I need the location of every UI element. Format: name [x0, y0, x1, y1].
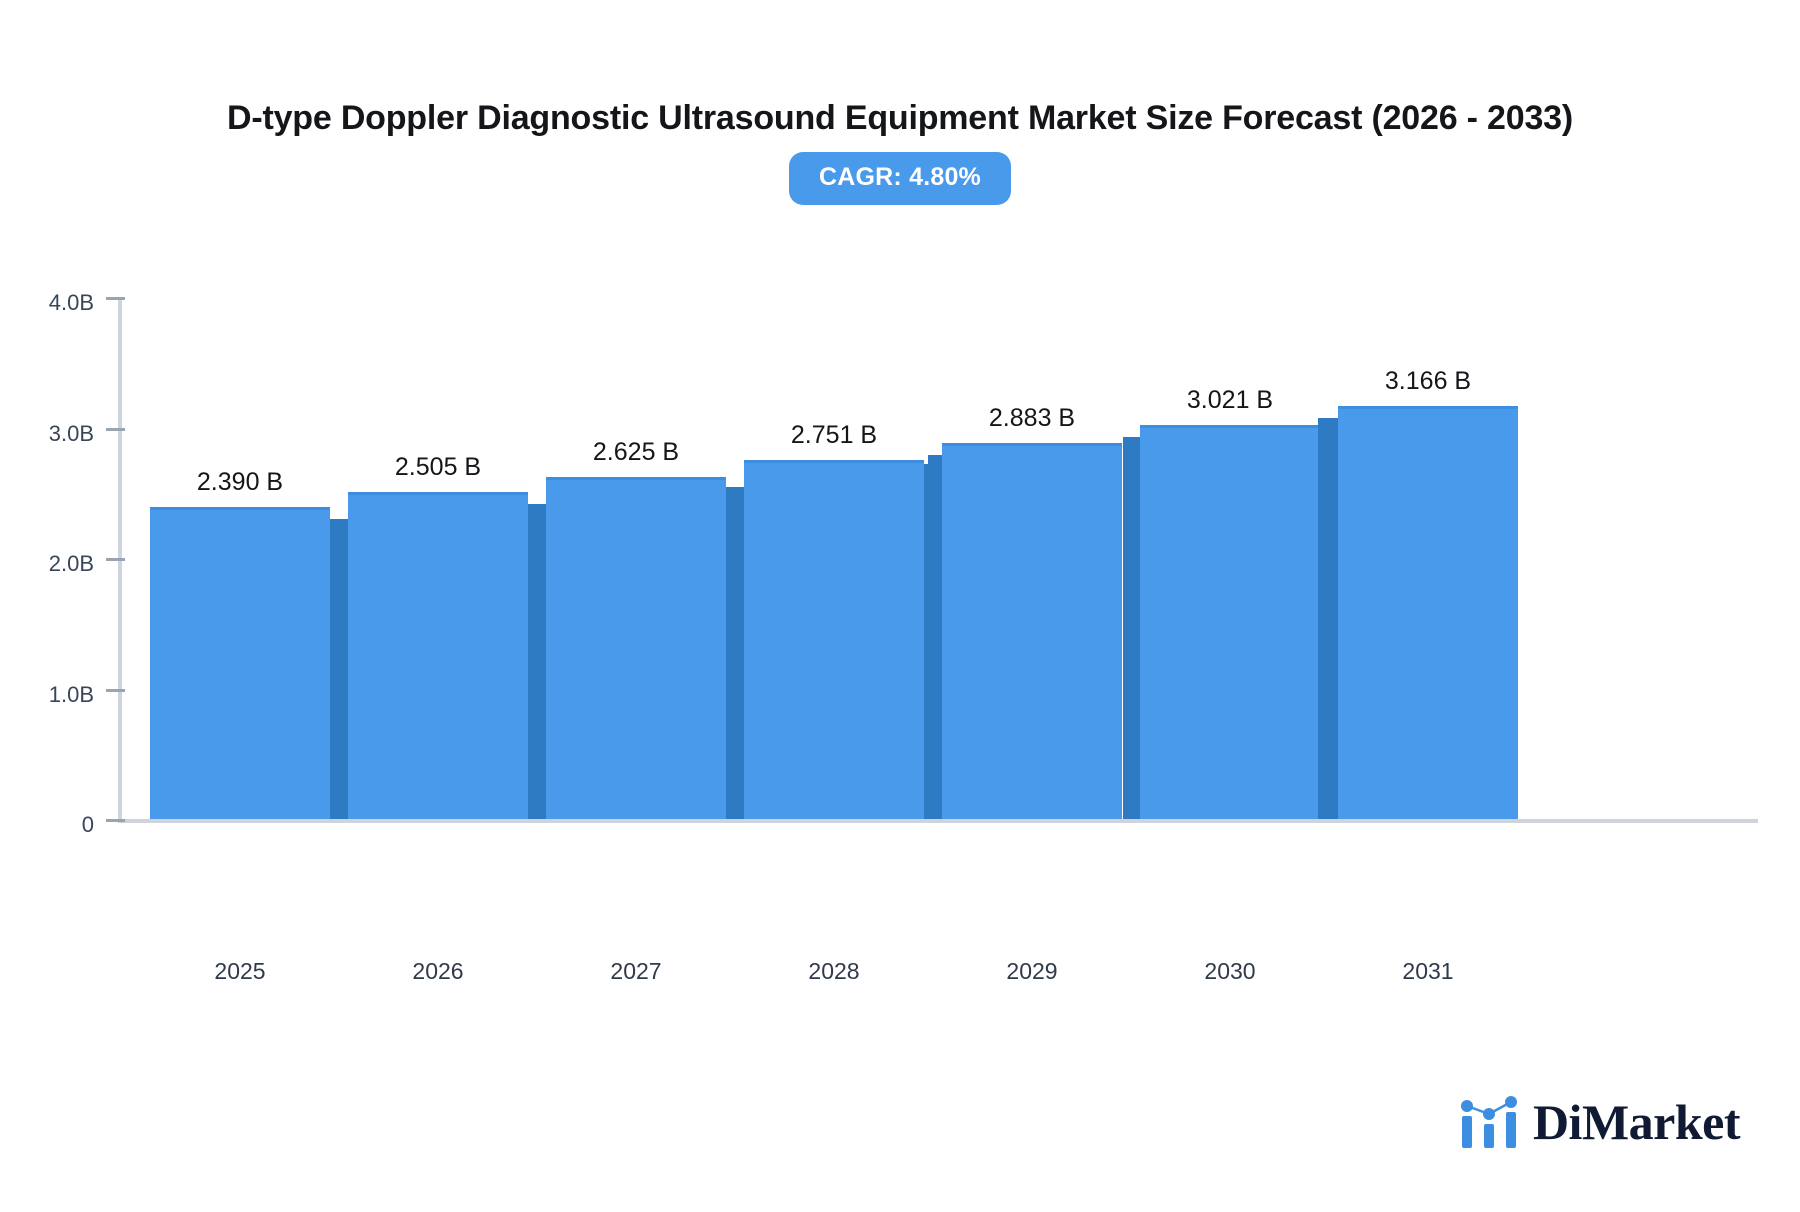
- bar-value-label-2029: 2.883 B: [988, 404, 1076, 432]
- bar-value-label-2026: 2.505 B: [394, 453, 482, 481]
- bar-value-label-2031: 3.166 B: [1384, 367, 1472, 395]
- y-tick-label-0: 0: [81, 812, 94, 837]
- x-tick-label-2027: 2027: [610, 958, 662, 984]
- y-tick-label-2: 2.0B: [48, 551, 94, 576]
- bar-2028[interactable]: [744, 460, 932, 819]
- bar-side-2027: [726, 487, 744, 819]
- x-tick-label-2029: 2029: [1006, 958, 1058, 984]
- y-tick-dash-3: [106, 428, 125, 431]
- x-tick-label-2030: 2030: [1204, 958, 1256, 984]
- logo-wordmark: DiMarket: [1532, 1094, 1741, 1150]
- bar-value-label-2028: 2.751 B: [790, 421, 878, 449]
- x-tick-label-2028: 2028: [808, 958, 860, 984]
- bar-side-cap-2025: [330, 519, 348, 819]
- bar-side-2026: [528, 504, 546, 819]
- bar-2030[interactable]: [1123, 425, 1320, 819]
- cagr-status-badge: CAGR: 4.80%: [789, 152, 1011, 205]
- chart-title: D-type Doppler Diagnostic Ultrasound Equ…: [226, 99, 1573, 137]
- bar-top-edge-2029: [942, 443, 1122, 446]
- y-tick-label-4: 4.0B: [48, 290, 94, 315]
- bar-top-edge-2031: [1338, 406, 1518, 409]
- bar-top-edge-2026: [348, 492, 528, 495]
- cagr-badge-container: CAGR: 4.80%: [140, 152, 1660, 205]
- y-tick-dash-2: [106, 558, 125, 561]
- bar-top-edge-2030: [1140, 425, 1320, 428]
- bar-top-edge-2027: [546, 477, 726, 480]
- bar-2027[interactable]: [546, 477, 744, 819]
- bar-value-label-2025: 2.390 B: [196, 468, 284, 496]
- bar-value-label-2030: 3.021 B: [1186, 386, 1274, 414]
- y-tick-dash-4: [106, 297, 125, 300]
- bar-2029[interactable]: [928, 443, 1122, 819]
- dimarket-logo: DiMarket: [1459, 1094, 1741, 1150]
- bar-side-2030: [1123, 437, 1140, 819]
- y-tick-label-1: 1.0B: [48, 682, 94, 707]
- bar-side-2029: [928, 455, 942, 819]
- bar-face-2026: [348, 492, 528, 819]
- bar-face-2030: [1140, 425, 1320, 819]
- x-tick-label-2026: 2026: [412, 958, 464, 984]
- bar-side-2031: [1318, 418, 1338, 819]
- bar-face-2027: [546, 477, 726, 819]
- bar-2025[interactable]: [150, 507, 348, 819]
- x-axis-line: [118, 819, 1758, 823]
- bar-top-edge-2025: [150, 507, 330, 510]
- bar-face-2028: [744, 460, 924, 819]
- x-tick-label-2031: 2031: [1402, 958, 1454, 984]
- y-tick-dash-1: [106, 689, 125, 692]
- bar-value-label-2027: 2.625 B: [592, 438, 680, 466]
- bar-chart-icon: [1460, 1096, 1517, 1148]
- bar-2026[interactable]: [348, 492, 546, 819]
- bar-2031[interactable]: [1318, 406, 1518, 819]
- y-tick-label-3: 3.0B: [48, 421, 94, 446]
- y-tick-dash-0: [106, 819, 125, 822]
- bar-top-edge-2028: [744, 460, 924, 463]
- bar-face-2031: [1338, 406, 1518, 819]
- bar-face-2025: [150, 507, 330, 819]
- x-tick-label-2025: 2025: [214, 958, 266, 984]
- bar-face-2029: [942, 443, 1122, 819]
